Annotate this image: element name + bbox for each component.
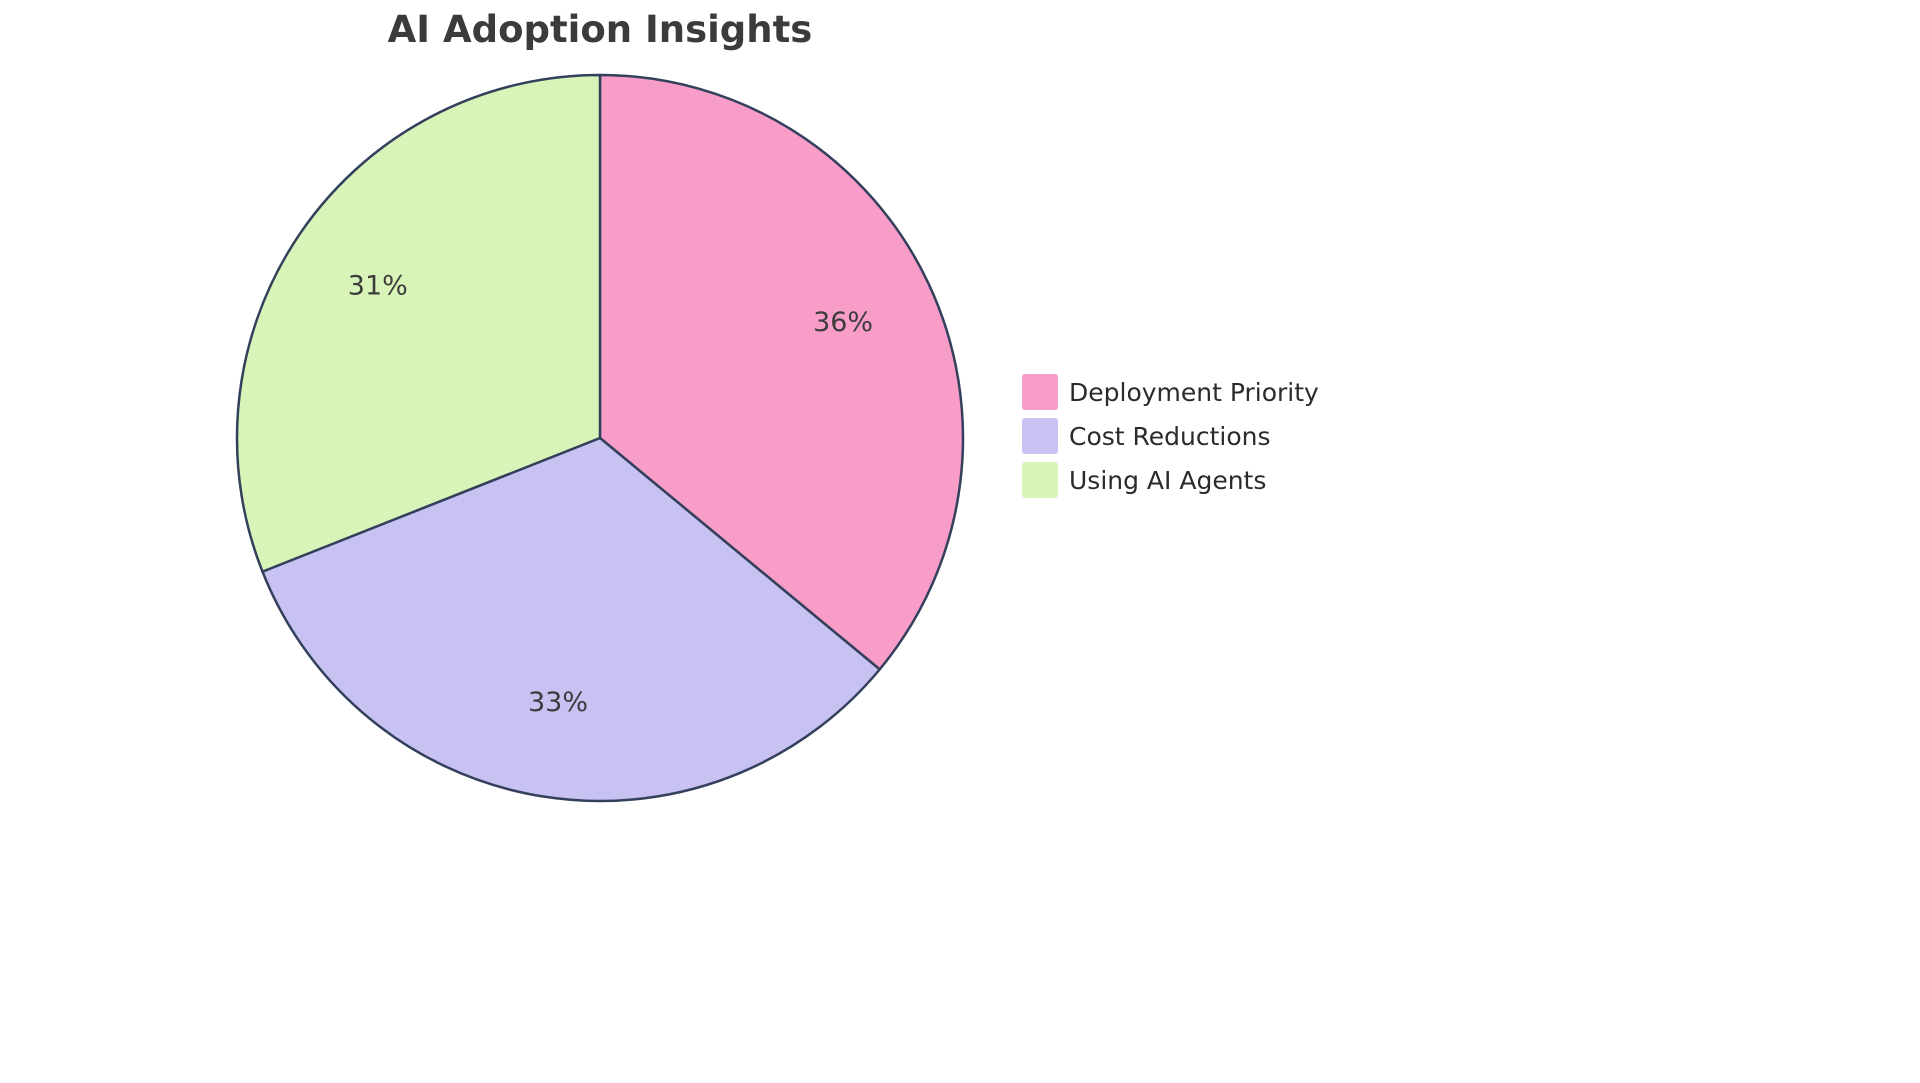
legend-swatch [1022,462,1058,498]
slice-percentage-label: 31% [348,271,408,302]
chart-title: AI Adoption Insights [387,8,813,51]
slice-percentage-label: 33% [528,687,588,718]
legend-swatch [1022,418,1058,454]
legend-item: Using AI Agents [1022,462,1319,498]
slice-percentage-label: 36% [813,307,873,338]
pie-slice-using-ai-agents [235,73,602,573]
legend-label: Using AI Agents [1069,465,1267,495]
pie-slice-deployment-priority [598,73,965,671]
legend-label: Cost Reductions [1069,421,1271,451]
pie-slice-cost-reductions [261,436,881,803]
legend: Deployment Priority Cost Reductions Using … [1022,374,1319,498]
legend-label: Deployment Priority [1069,377,1319,407]
legend-item: Cost Reductions [1022,418,1319,454]
legend-item: Deployment Priority [1022,374,1319,410]
legend-swatch [1022,374,1058,410]
